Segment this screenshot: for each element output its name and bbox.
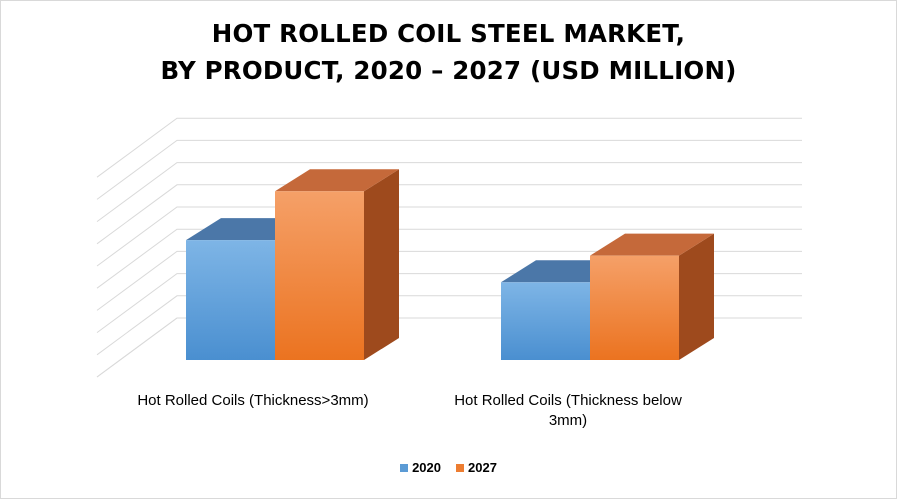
gridline — [96, 117, 802, 178]
bar-side — [679, 233, 714, 360]
legend-swatch-2027 — [456, 463, 464, 472]
category-label-1: Hot Rolled Coils (Thickness>3mm) — [137, 392, 368, 409]
bar-side — [364, 169, 399, 360]
bar-front — [186, 240, 275, 360]
legend-label-2027: 2027 — [468, 460, 497, 475]
legend-swatch-2020 — [400, 463, 409, 472]
bar-2027-0 — [275, 169, 399, 360]
legend-label-2020: 2020 — [412, 460, 441, 475]
category-label-2: Hot Rolled Coils (Thickness below 3mm) — [454, 392, 682, 429]
bar-front — [590, 255, 679, 360]
gridline — [96, 162, 802, 223]
category-labels: Hot Rolled Coils (Thickness>3mm) Hot Roll… — [137, 392, 682, 429]
chart-title: HOT ROLLED COIL STEEL MARKET, BY PRODUCT… — [1, 15, 896, 89]
bar-top — [275, 169, 399, 192]
chart-title-line-2: BY PRODUCT, 2020 – 2027 (USD MILLION) — [160, 56, 737, 85]
gridline — [96, 228, 802, 289]
gridlines — [96, 117, 802, 378]
bar-2027-1 — [590, 233, 714, 360]
legend-item-2020: 2020 — [400, 460, 441, 475]
legend-item-2027: 2027 — [456, 460, 497, 475]
gridline — [96, 206, 802, 267]
bars — [186, 169, 714, 360]
gridline — [96, 250, 802, 311]
bar-front — [275, 191, 364, 360]
bar-top — [590, 233, 714, 256]
legend: 2020 2027 — [1, 460, 896, 475]
bar-front — [501, 282, 590, 360]
chart-title-line-1: HOT ROLLED COIL STEEL MARKET, — [211, 19, 686, 48]
gridline — [96, 184, 802, 245]
gridline — [96, 139, 802, 200]
floor-edge — [96, 317, 178, 378]
